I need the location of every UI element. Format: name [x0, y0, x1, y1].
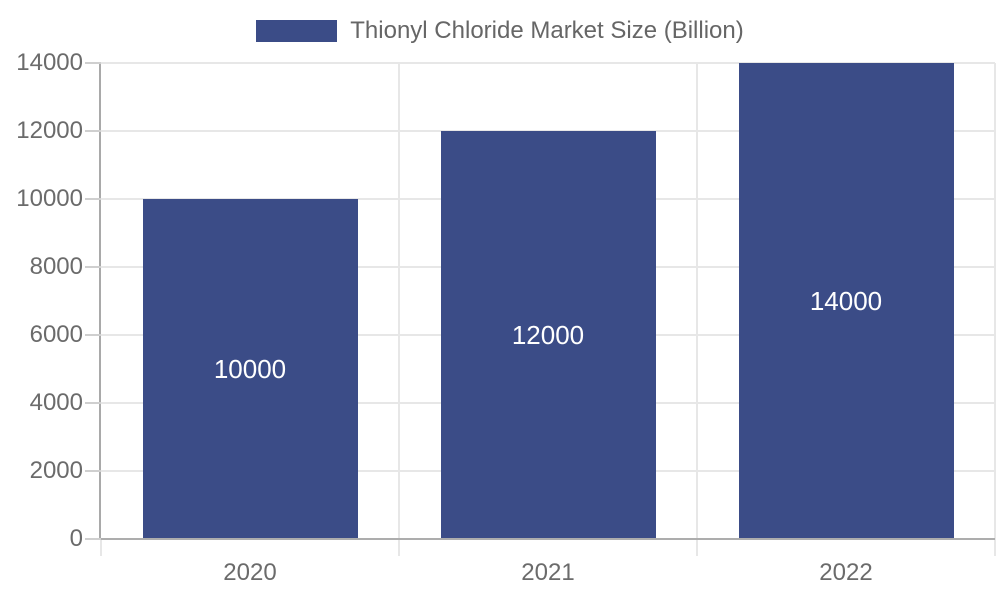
bar-value-label: 10000 — [213, 354, 287, 384]
v-gridline — [696, 63, 698, 556]
y-tick-label: 10000 — [16, 185, 83, 212]
y-tick-mark — [85, 130, 101, 132]
x-tick-label: 2020 — [223, 559, 277, 586]
v-gridline — [100, 539, 102, 556]
y-tick-label: 6000 — [29, 321, 83, 348]
y-tick-mark — [85, 538, 101, 540]
y-tick-mark — [85, 470, 101, 472]
y-tick-label: 14000 — [16, 49, 83, 76]
h-gridline — [101, 62, 995, 64]
legend-label: Thionyl Chloride Market Size (Billion) — [350, 17, 744, 44]
bar-2020[interactable]: 10000 — [142, 199, 358, 539]
bar-2021[interactable]: 12000 — [440, 131, 656, 539]
v-gridline — [398, 63, 400, 556]
y-tick-label: 8000 — [29, 253, 83, 280]
y-tick-mark — [85, 62, 101, 64]
y-tick-mark — [85, 334, 101, 336]
y-tick-label: 12000 — [16, 117, 83, 144]
y-tick-mark — [85, 266, 101, 268]
y-tick-label: 4000 — [29, 389, 83, 416]
x-tick-label: 2021 — [521, 559, 575, 586]
x-axis-line — [99, 538, 995, 540]
y-tick-label: 0 — [69, 525, 83, 552]
legend[interactable]: Thionyl Chloride Market Size (Billion) — [0, 13, 1000, 49]
bar-2022[interactable]: 14000 — [738, 63, 954, 539]
bar-value-label: 14000 — [809, 286, 883, 316]
bar-value-label: 12000 — [511, 320, 585, 350]
y-tick-label: 2000 — [29, 457, 83, 484]
x-tick-label: 2022 — [819, 559, 873, 586]
legend-swatch — [256, 20, 338, 42]
y-tick-mark — [85, 198, 101, 200]
y-axis-line — [99, 63, 101, 539]
v-gridline — [994, 63, 996, 556]
y-tick-mark — [85, 402, 101, 404]
